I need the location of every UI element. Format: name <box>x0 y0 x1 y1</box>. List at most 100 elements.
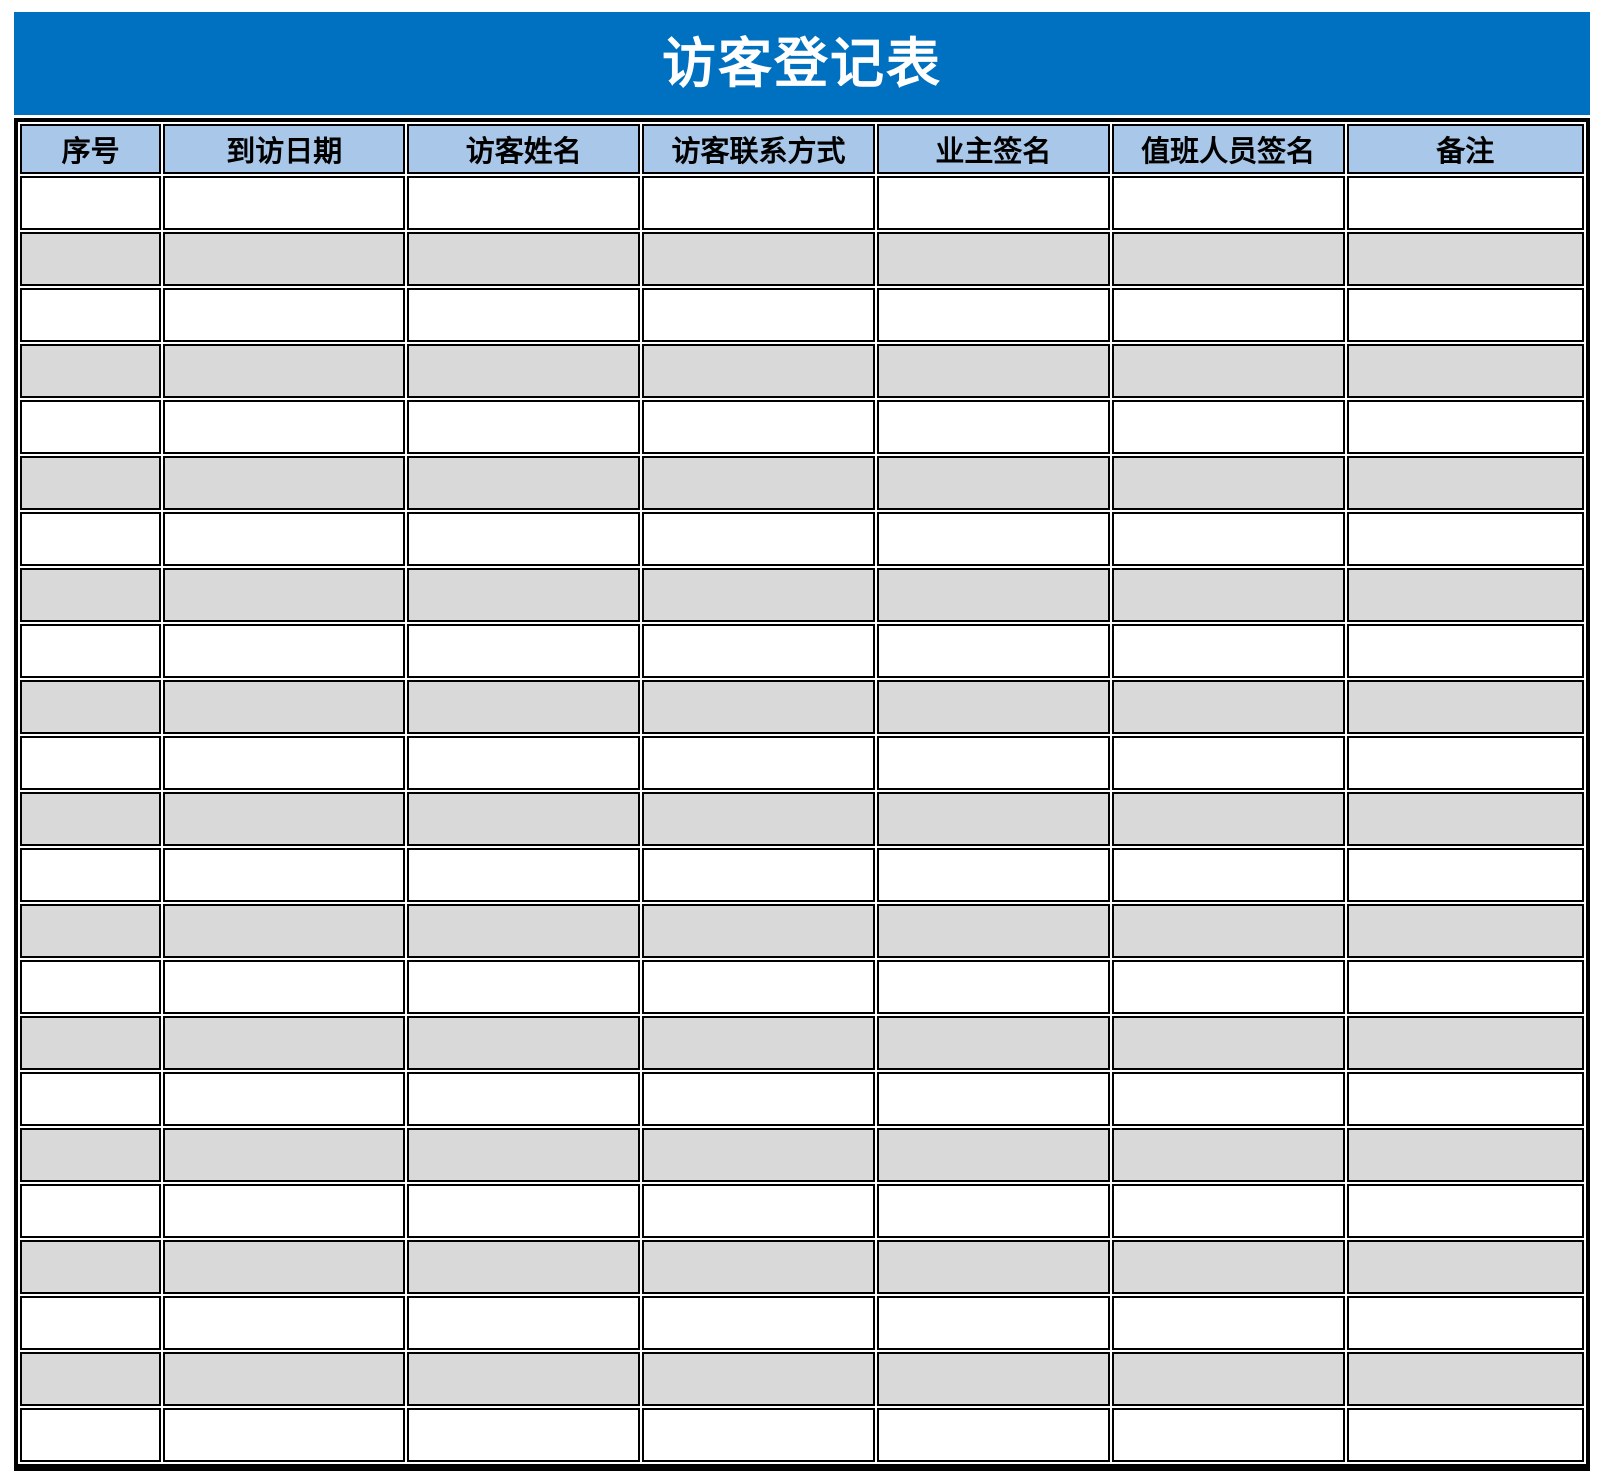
cell-remarks[interactable] <box>1346 1296 1584 1350</box>
cell-remarks[interactable] <box>1346 232 1584 286</box>
cell-visit_date[interactable] <box>163 1296 406 1350</box>
cell-index[interactable] <box>20 1296 162 1350</box>
cell-owner_signature[interactable] <box>876 1128 1110 1182</box>
cell-visitor_contact[interactable] <box>642 960 875 1014</box>
cell-visit_date[interactable] <box>163 1408 406 1462</box>
cell-visit_date[interactable] <box>163 904 406 958</box>
cell-visitor_contact[interactable] <box>642 904 875 958</box>
cell-visitor_contact[interactable] <box>642 176 875 230</box>
cell-visitor_name[interactable] <box>407 904 641 958</box>
cell-visitor_contact[interactable] <box>642 400 875 454</box>
cell-visitor_name[interactable] <box>407 1128 641 1182</box>
cell-remarks[interactable] <box>1346 960 1584 1014</box>
cell-index[interactable] <box>20 232 162 286</box>
cell-index[interactable] <box>20 512 162 566</box>
cell-index[interactable] <box>20 1128 162 1182</box>
cell-visit_date[interactable] <box>163 680 406 734</box>
cell-remarks[interactable] <box>1346 1072 1584 1126</box>
cell-owner_signature[interactable] <box>876 1408 1110 1462</box>
cell-duty_staff_signature[interactable] <box>1111 792 1345 846</box>
cell-owner_signature[interactable] <box>876 1072 1110 1126</box>
cell-index[interactable] <box>20 1240 162 1294</box>
cell-visit_date[interactable] <box>163 512 406 566</box>
cell-index[interactable] <box>20 1408 162 1462</box>
cell-visitor_contact[interactable] <box>642 736 875 790</box>
cell-visitor_name[interactable] <box>407 344 641 398</box>
cell-owner_signature[interactable] <box>876 512 1110 566</box>
cell-index[interactable] <box>20 624 162 678</box>
cell-visit_date[interactable] <box>163 344 406 398</box>
cell-index[interactable] <box>20 680 162 734</box>
cell-owner_signature[interactable] <box>876 568 1110 622</box>
cell-remarks[interactable] <box>1346 736 1584 790</box>
cell-duty_staff_signature[interactable] <box>1111 344 1345 398</box>
cell-owner_signature[interactable] <box>876 624 1110 678</box>
cell-remarks[interactable] <box>1346 1352 1584 1406</box>
cell-visit_date[interactable] <box>163 1240 406 1294</box>
cell-remarks[interactable] <box>1346 568 1584 622</box>
cell-remarks[interactable] <box>1346 1240 1584 1294</box>
cell-remarks[interactable] <box>1346 456 1584 510</box>
cell-visitor_name[interactable] <box>407 232 641 286</box>
cell-duty_staff_signature[interactable] <box>1111 512 1345 566</box>
cell-remarks[interactable] <box>1346 1184 1584 1238</box>
cell-remarks[interactable] <box>1346 904 1584 958</box>
cell-remarks[interactable] <box>1346 792 1584 846</box>
cell-index[interactable] <box>20 176 162 230</box>
cell-visitor_name[interactable] <box>407 960 641 1014</box>
cell-visitor_contact[interactable] <box>642 1184 875 1238</box>
cell-visitor_contact[interactable] <box>642 1352 875 1406</box>
cell-duty_staff_signature[interactable] <box>1111 1352 1345 1406</box>
cell-visit_date[interactable] <box>163 624 406 678</box>
cell-remarks[interactable] <box>1346 288 1584 342</box>
cell-owner_signature[interactable] <box>876 1240 1110 1294</box>
cell-visit_date[interactable] <box>163 232 406 286</box>
cell-duty_staff_signature[interactable] <box>1111 568 1345 622</box>
cell-owner_signature[interactable] <box>876 848 1110 902</box>
cell-duty_staff_signature[interactable] <box>1111 456 1345 510</box>
cell-duty_staff_signature[interactable] <box>1111 960 1345 1014</box>
cell-owner_signature[interactable] <box>876 792 1110 846</box>
cell-visitor_name[interactable] <box>407 568 641 622</box>
cell-owner_signature[interactable] <box>876 736 1110 790</box>
cell-visitor_contact[interactable] <box>642 848 875 902</box>
cell-visitor_name[interactable] <box>407 848 641 902</box>
cell-index[interactable] <box>20 1072 162 1126</box>
cell-duty_staff_signature[interactable] <box>1111 624 1345 678</box>
cell-visit_date[interactable] <box>163 456 406 510</box>
cell-index[interactable] <box>20 792 162 846</box>
cell-visit_date[interactable] <box>163 1128 406 1182</box>
cell-index[interactable] <box>20 1016 162 1070</box>
cell-visitor_contact[interactable] <box>642 1072 875 1126</box>
cell-duty_staff_signature[interactable] <box>1111 904 1345 958</box>
cell-visitor_name[interactable] <box>407 792 641 846</box>
cell-visitor_name[interactable] <box>407 1240 641 1294</box>
cell-visitor_contact[interactable] <box>642 792 875 846</box>
cell-duty_staff_signature[interactable] <box>1111 1016 1345 1070</box>
cell-visitor_contact[interactable] <box>642 512 875 566</box>
cell-owner_signature[interactable] <box>876 232 1110 286</box>
cell-duty_staff_signature[interactable] <box>1111 1128 1345 1182</box>
cell-visitor_contact[interactable] <box>642 344 875 398</box>
cell-remarks[interactable] <box>1346 512 1584 566</box>
cell-remarks[interactable] <box>1346 1408 1584 1462</box>
cell-visit_date[interactable] <box>163 1072 406 1126</box>
cell-duty_staff_signature[interactable] <box>1111 1240 1345 1294</box>
cell-owner_signature[interactable] <box>876 1296 1110 1350</box>
cell-remarks[interactable] <box>1346 344 1584 398</box>
cell-duty_staff_signature[interactable] <box>1111 288 1345 342</box>
cell-index[interactable] <box>20 1352 162 1406</box>
cell-visitor_name[interactable] <box>407 736 641 790</box>
cell-duty_staff_signature[interactable] <box>1111 1408 1345 1462</box>
cell-duty_staff_signature[interactable] <box>1111 176 1345 230</box>
cell-duty_staff_signature[interactable] <box>1111 848 1345 902</box>
cell-visitor_contact[interactable] <box>642 288 875 342</box>
cell-index[interactable] <box>20 904 162 958</box>
cell-visitor_name[interactable] <box>407 512 641 566</box>
cell-visitor_contact[interactable] <box>642 1128 875 1182</box>
cell-visit_date[interactable] <box>163 848 406 902</box>
cell-remarks[interactable] <box>1346 1016 1584 1070</box>
cell-visitor_contact[interactable] <box>642 568 875 622</box>
cell-owner_signature[interactable] <box>876 904 1110 958</box>
cell-visitor_name[interactable] <box>407 1408 641 1462</box>
